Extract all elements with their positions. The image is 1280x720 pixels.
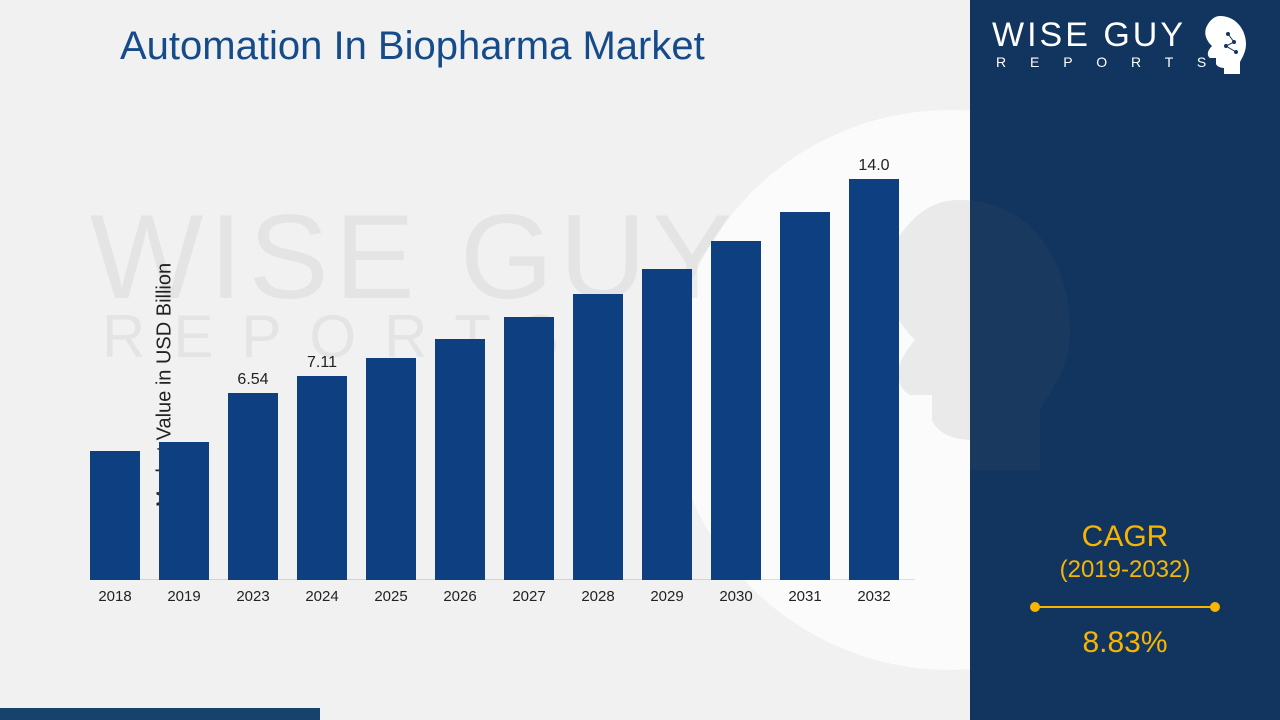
bar-wrap: 2031 bbox=[780, 150, 830, 580]
bottom-accent-bar bbox=[0, 708, 320, 720]
bar-wrap: 2018 bbox=[90, 150, 140, 580]
bar-value-label: 7.11 bbox=[297, 354, 347, 376]
bar-chart: Market Value in USD Billion 201820196.54… bbox=[55, 150, 915, 620]
bar-wrap: 14.02032 bbox=[849, 150, 899, 580]
x-tick-label: 2029 bbox=[642, 580, 692, 605]
chart-title: Automation In Biopharma Market bbox=[120, 24, 705, 69]
x-tick-label: 2026 bbox=[435, 580, 485, 605]
x-tick-label: 2031 bbox=[780, 580, 830, 605]
bar bbox=[366, 358, 416, 580]
bar bbox=[228, 393, 278, 580]
bar-wrap: 7.112024 bbox=[297, 150, 347, 580]
cagr-value: 8.83% bbox=[1010, 626, 1240, 660]
infographic-canvas: Automation In Biopharma Market WISE GUY … bbox=[0, 0, 1280, 720]
cagr-divider bbox=[1035, 606, 1215, 608]
cagr-block: CAGR (2019-2032) 8.83% bbox=[1010, 520, 1240, 660]
bar bbox=[90, 451, 140, 580]
bar bbox=[849, 179, 899, 580]
bar-wrap: 2027 bbox=[504, 150, 554, 580]
x-tick-label: 2019 bbox=[159, 580, 209, 605]
plot-area: 2018 2019 6.542023 7.112024 2025 2026 2027 2028… bbox=[90, 150, 915, 580]
x-tick-label: 2027 bbox=[504, 580, 554, 605]
bar-value-label: 14.0 bbox=[849, 157, 899, 179]
x-tick-label: 2030 bbox=[711, 580, 761, 605]
cagr-title: CAGR bbox=[1010, 520, 1240, 554]
bar bbox=[711, 241, 761, 580]
bar-wrap: 2028 bbox=[573, 150, 623, 580]
logo-head-icon bbox=[1190, 14, 1248, 80]
x-tick-label: 2032 bbox=[849, 580, 899, 605]
cagr-range: (2019-2032) bbox=[1010, 556, 1240, 584]
bar bbox=[780, 212, 830, 580]
bar bbox=[159, 442, 209, 580]
bar bbox=[435, 339, 485, 580]
bar bbox=[573, 294, 623, 580]
bar-wrap: 2029 bbox=[642, 150, 692, 580]
bar bbox=[642, 269, 692, 580]
bar-value-label: 6.54 bbox=[228, 371, 278, 393]
x-tick-label: 2023 bbox=[228, 580, 278, 605]
bar-wrap: 2026 bbox=[435, 150, 485, 580]
x-tick-label: 2018 bbox=[90, 580, 140, 605]
x-tick-label: 2024 bbox=[297, 580, 347, 605]
x-tick-label: 2028 bbox=[573, 580, 623, 605]
bar-wrap: 2025 bbox=[366, 150, 416, 580]
x-tick-label: 2025 bbox=[366, 580, 416, 605]
bar-wrap: 2030 bbox=[711, 150, 761, 580]
bar bbox=[297, 376, 347, 580]
brand-logo: WISE GUY R E P O R T S bbox=[992, 18, 1252, 70]
bar-wrap: 6.542023 bbox=[228, 150, 278, 580]
bar bbox=[504, 317, 554, 580]
bar-wrap: 2019 bbox=[159, 150, 209, 580]
